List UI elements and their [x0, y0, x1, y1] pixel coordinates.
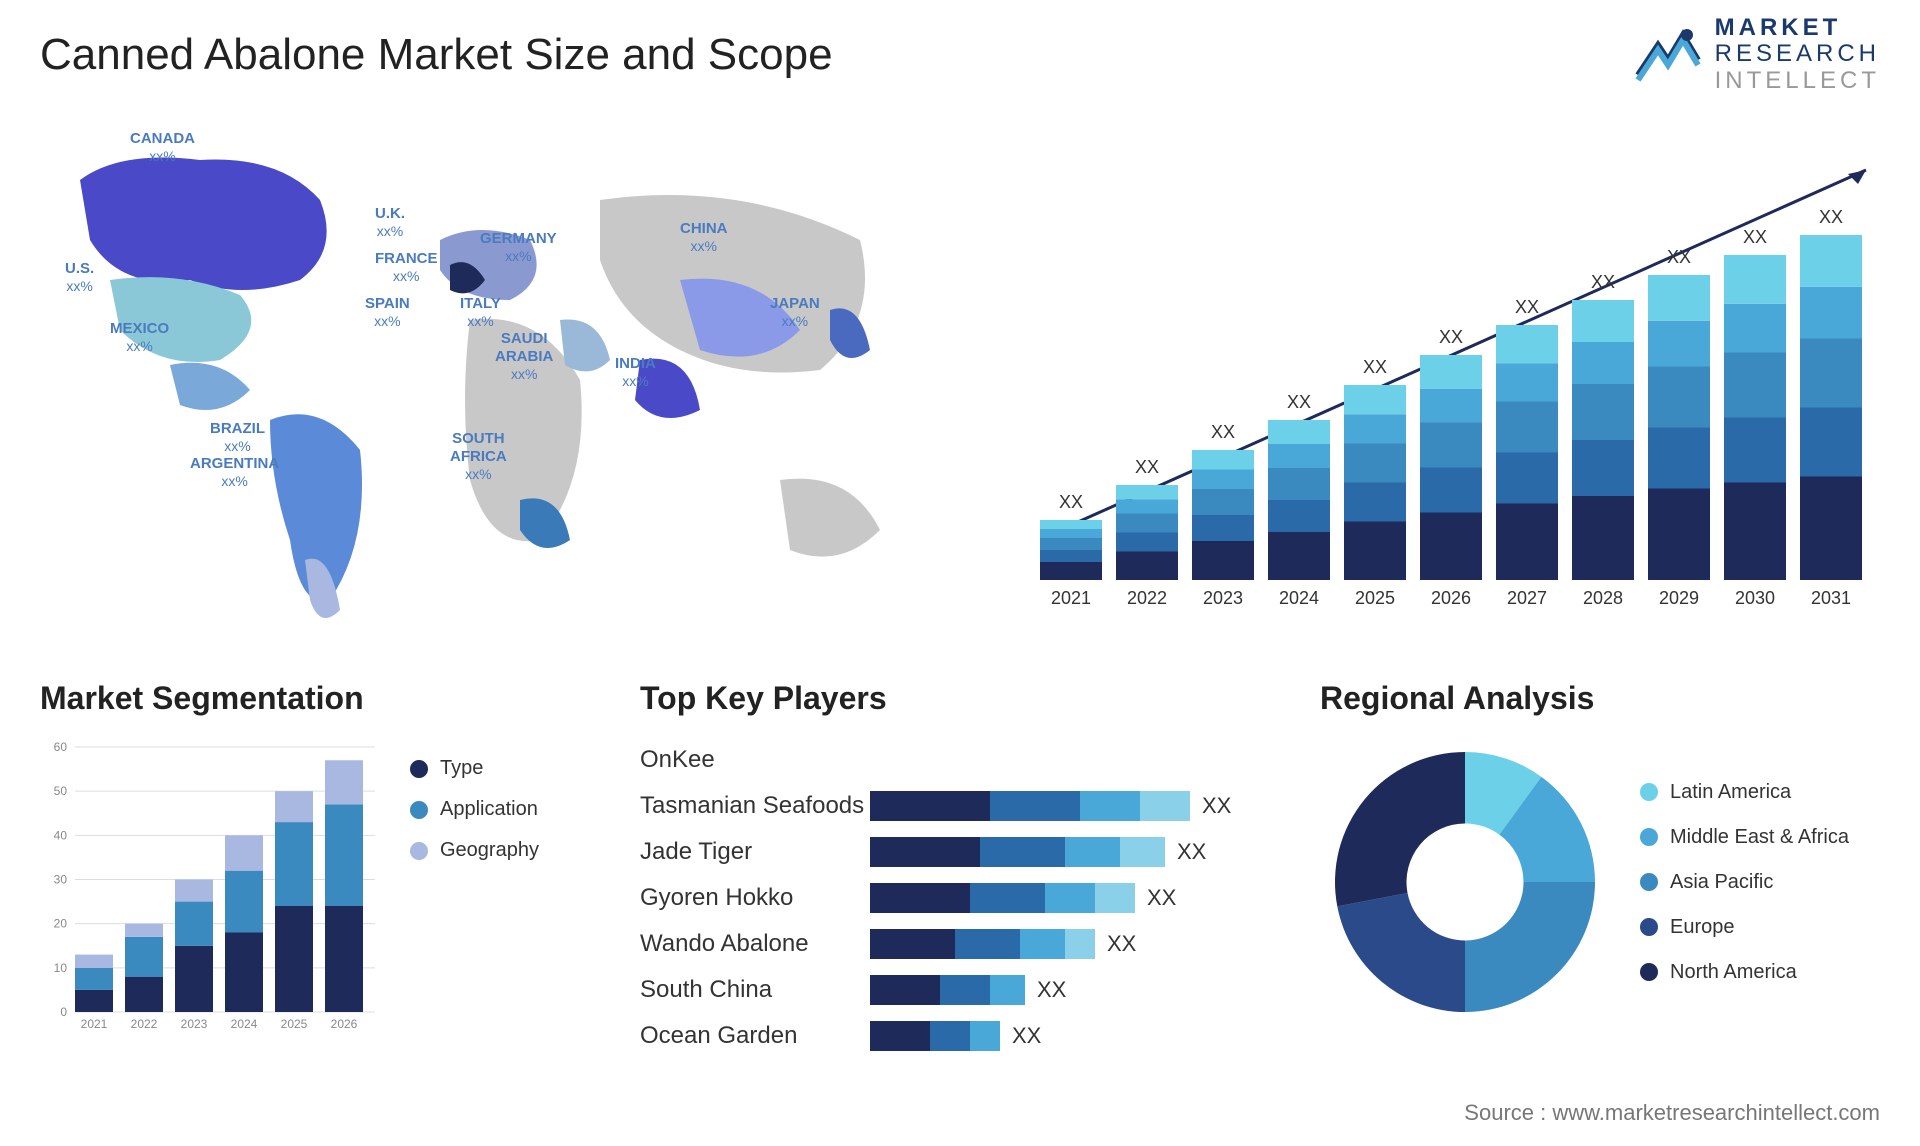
regional-donut [1320, 737, 1610, 1027]
players-section: Top Key Players OnKeeTasmanian SeafoodsX… [640, 680, 1280, 1059]
segmentation-section: Market Segmentation 0 10 20 30 40 50 60 2021 202… [40, 680, 600, 1037]
svg-text:40: 40 [54, 828, 68, 842]
svg-text:2025: 2025 [281, 1017, 308, 1031]
regional-legend-item: Europe [1640, 916, 1849, 939]
map-label-spain: SPAINxx% [365, 295, 410, 331]
svg-text:2023: 2023 [181, 1017, 208, 1031]
svg-text:0: 0 [60, 1005, 67, 1019]
player-header: OnKee [640, 737, 1280, 783]
svg-text:XX: XX [1667, 247, 1691, 267]
svg-text:XX: XX [1439, 327, 1463, 347]
player-row: Jade TigerXX [640, 829, 1280, 875]
map-label-uk: U.K.xx% [375, 205, 405, 241]
svg-text:2030: 2030 [1735, 588, 1775, 608]
map-label-japan: JAPANxx% [770, 295, 820, 331]
player-row: Gyoren HokkoXX [640, 875, 1280, 921]
segmentation-chart: 0 10 20 30 40 50 60 2021 2022 2023 2024 2025 2026 [40, 737, 380, 1037]
regional-legend-item: Latin America [1640, 781, 1849, 804]
svg-text:2027: 2027 [1507, 588, 1547, 608]
logo-line1: MARKET [1715, 15, 1880, 41]
svg-text:XX: XX [1743, 227, 1767, 247]
regional-legend-item: Asia Pacific [1640, 871, 1849, 894]
map-label-france: FRANCExx% [375, 250, 438, 286]
player-row: South ChinaXX [640, 967, 1280, 1013]
svg-text:XX: XX [1287, 392, 1311, 412]
brand-logo: MARKET RESEARCH INTELLECT [1633, 15, 1880, 94]
svg-text:2021: 2021 [1051, 588, 1091, 608]
svg-text:2028: 2028 [1583, 588, 1623, 608]
page-title: Canned Abalone Market Size and Scope [40, 30, 833, 80]
player-row: Ocean GardenXX [640, 1013, 1280, 1059]
svg-text:XX: XX [1591, 272, 1615, 292]
svg-text:2029: 2029 [1659, 588, 1699, 608]
player-row: Tasmanian SeafoodsXX [640, 783, 1280, 829]
regional-legend-item: Middle East & Africa [1640, 826, 1849, 849]
map-label-mexico: MEXICOxx% [110, 320, 169, 356]
svg-text:2022: 2022 [1127, 588, 1167, 608]
svg-text:XX: XX [1135, 457, 1159, 477]
map-label-china: CHINAxx% [680, 220, 728, 256]
svg-text:60: 60 [54, 740, 68, 754]
svg-text:2026: 2026 [1431, 588, 1471, 608]
world-map: CANADAxx% U.S.xx% MEXICOxx% BRAZILxx%ARGENT… [40, 120, 960, 640]
svg-text:XX: XX [1819, 207, 1843, 227]
svg-text:2026: 2026 [331, 1017, 358, 1031]
map-label-canada: CANADAxx% [130, 130, 195, 166]
svg-text:20: 20 [54, 917, 68, 931]
map-label-argentina: ARGENTINAxx% [190, 455, 279, 491]
seg-legend-item: Application [410, 798, 539, 821]
regional-section: Regional Analysis Latin America Middle Ea… [1320, 680, 1880, 1027]
map-label-germany: GERMANYxx% [480, 230, 557, 266]
svg-text:2024: 2024 [1279, 588, 1319, 608]
svg-text:XX: XX [1059, 492, 1083, 512]
svg-text:2024: 2024 [231, 1017, 258, 1031]
svg-text:XX: XX [1211, 422, 1235, 442]
map-label-us: U.S.xx% [65, 260, 94, 296]
svg-text:2021: 2021 [81, 1017, 108, 1031]
map-label-brazil: BRAZILxx% [210, 420, 265, 456]
segmentation-legend: Type Application Geography [410, 737, 539, 1037]
map-label-india: INDIAxx% [615, 355, 656, 391]
svg-text:XX: XX [1515, 297, 1539, 317]
map-label-southafrica: SOUTHAFRICAxx% [450, 430, 507, 484]
svg-text:2023: 2023 [1203, 588, 1243, 608]
growth-chart: XX 2021 XX 2022 XX 2023 XX 2024 XX 2025 XX 2026 XX 20… [1020, 140, 1880, 620]
map-label-saudiarabia: SAUDIARABIAxx% [495, 330, 553, 384]
logo-icon [1633, 20, 1703, 90]
player-row: Wando AbaloneXX [640, 921, 1280, 967]
regional-legend: Latin America Middle East & Africa Asia Pa… [1640, 781, 1849, 984]
map-label-italy: ITALYxx% [460, 295, 501, 331]
players-list: OnKeeTasmanian SeafoodsXXJade TigerXXGyo… [640, 737, 1280, 1059]
svg-text:10: 10 [54, 961, 68, 975]
segmentation-title: Market Segmentation [40, 680, 600, 717]
seg-legend-item: Type [410, 757, 539, 780]
svg-text:XX: XX [1363, 357, 1387, 377]
svg-text:50: 50 [54, 784, 68, 798]
svg-text:30: 30 [54, 873, 68, 887]
regional-title: Regional Analysis [1320, 680, 1880, 717]
logo-line2: RESEARCH [1715, 41, 1880, 67]
svg-text:2031: 2031 [1811, 588, 1851, 608]
svg-text:2025: 2025 [1355, 588, 1395, 608]
players-title: Top Key Players [640, 680, 1280, 717]
source-text: Source : www.marketresearchintellect.com [1464, 1100, 1880, 1126]
svg-text:2022: 2022 [131, 1017, 158, 1031]
regional-legend-item: North America [1640, 961, 1849, 984]
seg-legend-item: Geography [410, 839, 539, 862]
logo-line3: INTELLECT [1715, 68, 1880, 94]
